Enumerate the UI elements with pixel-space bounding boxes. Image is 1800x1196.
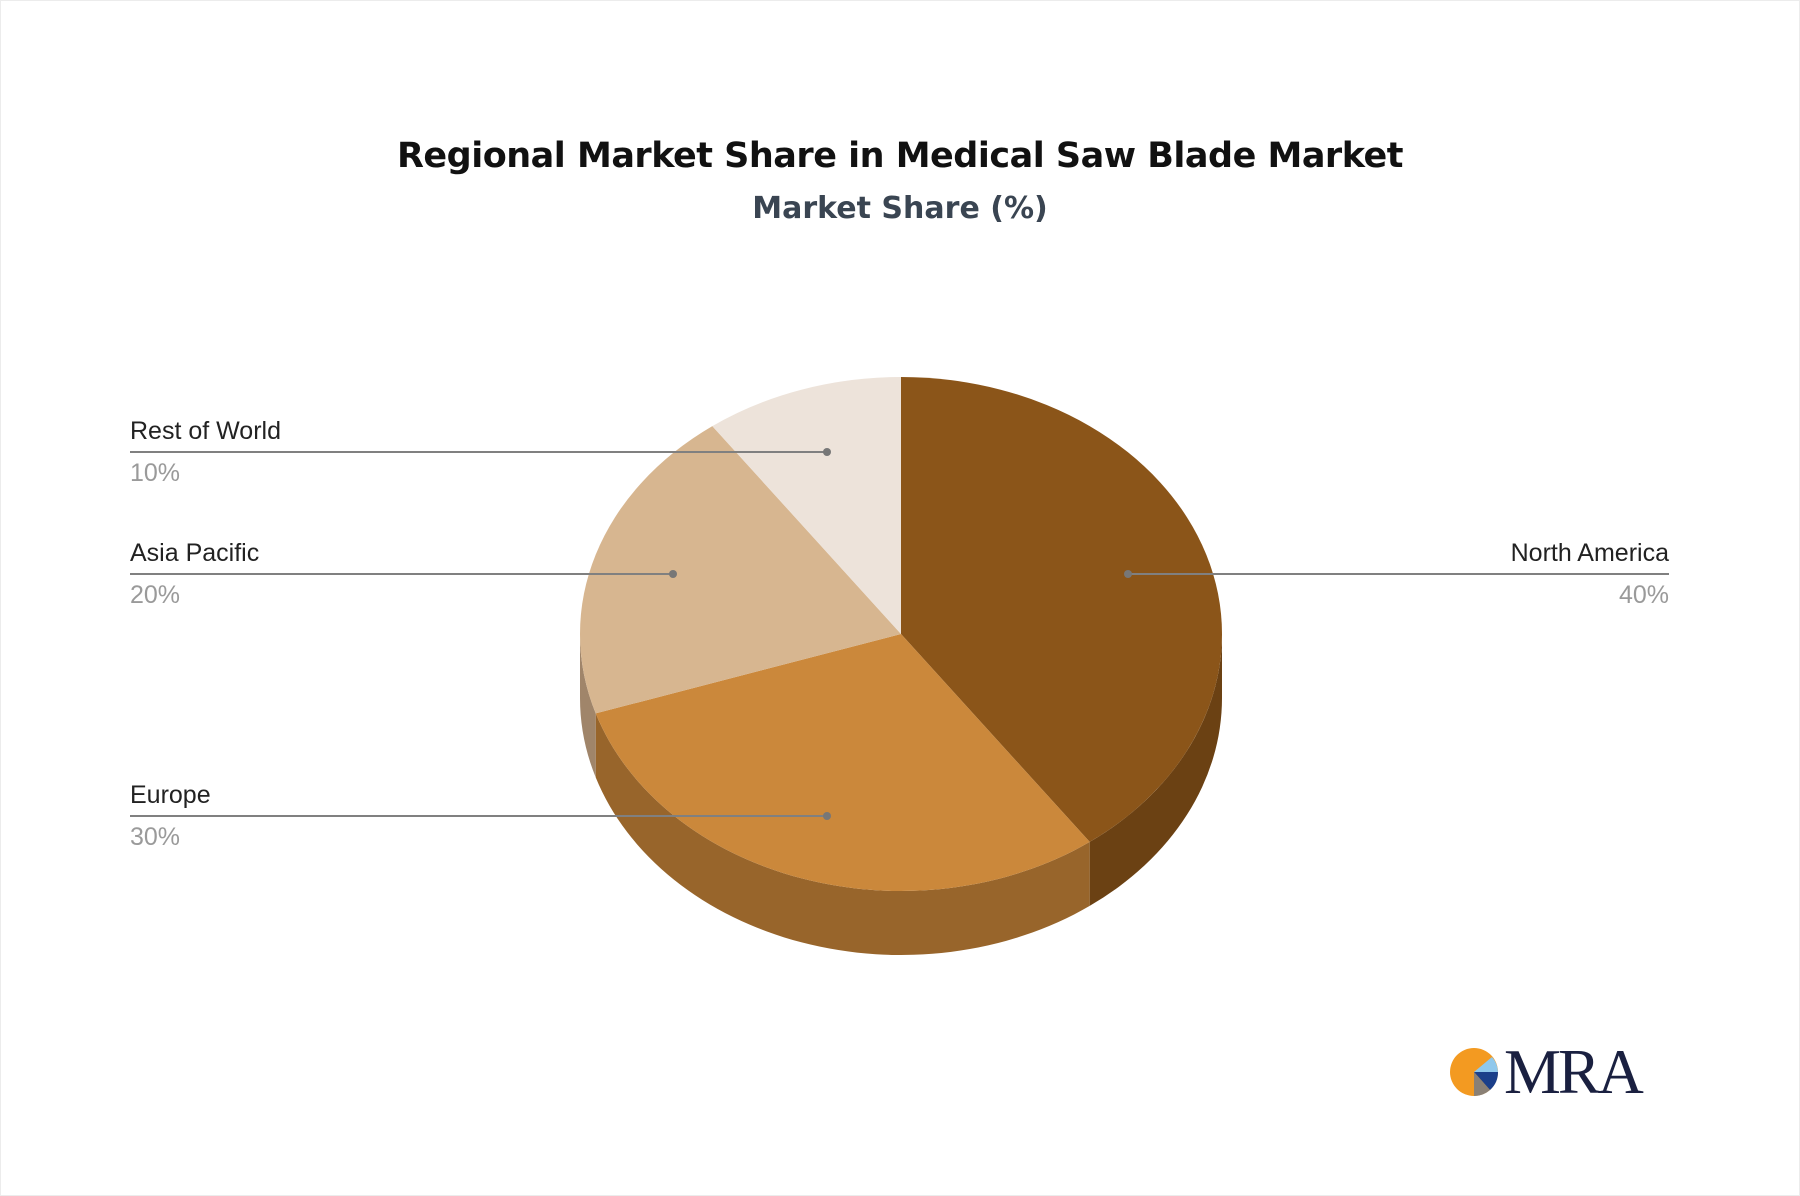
slice-asia-pacific[interactable] [580, 426, 901, 714]
chart-title: Regional Market Share in Medical Saw Bla… [396, 136, 1404, 176]
logo-pie-icon [1450, 1048, 1499, 1097]
leader-dot-rest-of-world [823, 448, 831, 456]
slice-side-europe [595, 713, 1090, 955]
slice-north-america[interactable] [901, 377, 1222, 842]
slice-side-asia-pacific [580, 634, 596, 778]
label-asia-pacific: Asia Pacific [130, 539, 260, 567]
leader-dot-asia-pacific [669, 570, 677, 578]
label-north-america: North America [1510, 539, 1669, 567]
chart-subtitle: Market Share (%) [752, 191, 1048, 226]
mra-logo: MRA [1448, 1040, 1648, 1104]
slice-rest-of-world[interactable] [712, 377, 901, 634]
leader-dot-europe [823, 812, 831, 820]
slice-side-north-america [1089, 634, 1222, 906]
value-rest-of-world: 10% [130, 459, 181, 487]
value-europe: 30% [130, 823, 181, 851]
value-north-america: 40% [1618, 581, 1669, 609]
label-europe: Europe [130, 781, 211, 809]
logo-text: MRA [1504, 1036, 1644, 1107]
value-asia-pacific: 20% [130, 581, 181, 609]
slice-europe[interactable] [595, 634, 1090, 891]
label-rest-of-world: Rest of World [130, 417, 281, 445]
leader-dot-north-america [1124, 570, 1132, 578]
